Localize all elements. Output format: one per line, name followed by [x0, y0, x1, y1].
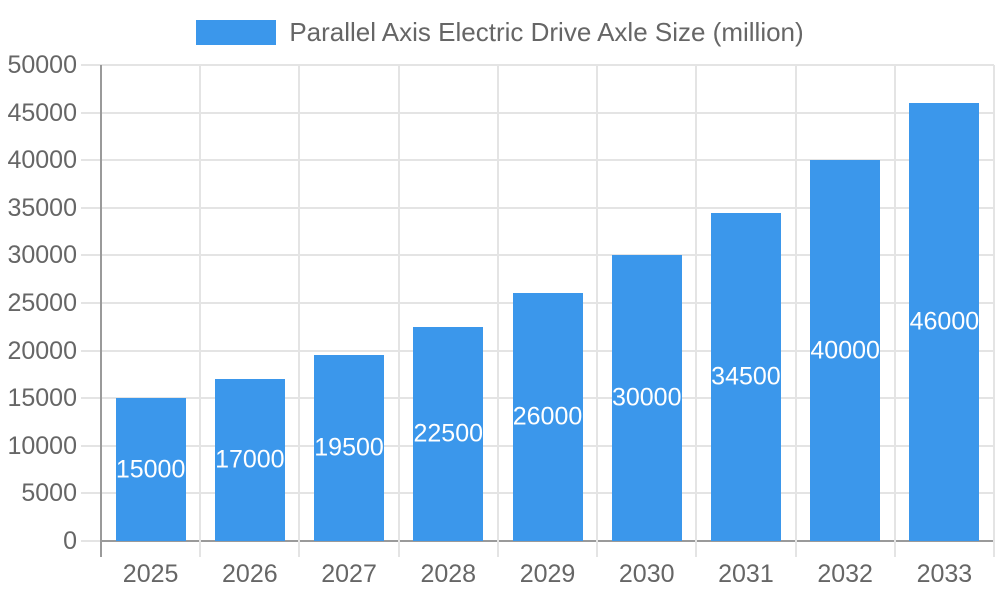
- y-axis-tick-label: 30000: [7, 241, 77, 270]
- gridline-horizontal: [101, 159, 994, 162]
- y-axis-tick-label: 25000: [7, 289, 77, 317]
- bar[interactable]: 22500: [413, 326, 484, 541]
- x-axis-tick-mark: [596, 541, 599, 557]
- x-axis-tick-mark: [397, 541, 400, 557]
- gridline-vertical: [893, 65, 896, 541]
- y-axis-tick-label: 15000: [7, 384, 77, 413]
- x-axis-tick-mark: [496, 541, 499, 557]
- bar-value-label: 30000: [611, 383, 682, 412]
- y-axis-tick-mark: [81, 111, 101, 114]
- gridline-vertical: [596, 65, 599, 541]
- y-axis-tick-label: 10000: [7, 431, 77, 460]
- bar-value-label: 40000: [810, 336, 880, 365]
- y-axis-tick-label: 50000: [7, 51, 77, 79]
- bar-value-label: 19500: [314, 433, 384, 462]
- bar-value-label: 17000: [215, 445, 285, 474]
- gridline-vertical: [397, 65, 400, 541]
- gridline-vertical: [199, 65, 202, 541]
- y-axis-tick-label: 0: [63, 527, 77, 555]
- gridline-horizontal: [101, 254, 994, 257]
- y-axis-tick-mark: [81, 302, 101, 304]
- y-axis-tick-label: 20000: [7, 336, 77, 365]
- y-axis-tick-mark: [81, 397, 101, 400]
- x-axis-tick-mark: [298, 541, 301, 557]
- gridline-vertical: [794, 65, 797, 541]
- bar[interactable]: 40000: [810, 160, 881, 541]
- bar-value-label: 22500: [413, 419, 484, 448]
- bar[interactable]: 30000: [611, 255, 682, 541]
- gridline-horizontal: [101, 111, 994, 114]
- y-axis-tick-label: 35000: [7, 193, 77, 222]
- gridline-horizontal: [101, 206, 994, 209]
- x-axis-line: [101, 540, 994, 542]
- x-axis-tick-label: 2030: [618, 560, 675, 588]
- legend-swatch: [196, 19, 277, 45]
- x-axis-tick-mark: [794, 541, 797, 557]
- x-axis-tick-label: 2032: [817, 560, 873, 588]
- y-axis-tick-mark: [81, 540, 101, 542]
- x-axis-tick-label: 2029: [519, 560, 576, 588]
- bar-value-label: 15000: [115, 455, 186, 484]
- x-axis-tick-mark: [100, 541, 102, 557]
- bar[interactable]: 46000: [909, 103, 980, 541]
- y-axis-tick-mark: [81, 444, 101, 447]
- y-axis-tick-mark: [81, 492, 101, 495]
- chart-legend[interactable]: Parallel Axis Electric Drive Axle Size (…: [0, 17, 1000, 47]
- bar-value-label: 26000: [512, 402, 583, 431]
- gridline-horizontal: [101, 64, 994, 66]
- x-axis-tick-label: 2031: [718, 560, 774, 588]
- gridline-vertical: [496, 65, 499, 541]
- y-axis-tick-label: 45000: [7, 98, 77, 127]
- gridline-vertical: [695, 65, 698, 541]
- y-axis-tick-label: 40000: [7, 146, 77, 175]
- x-axis-tick-mark: [199, 541, 202, 557]
- legend-label: Parallel Axis Electric Drive Axle Size (…: [289, 17, 804, 47]
- y-axis-line: [100, 65, 102, 541]
- y-axis-tick-label: 5000: [21, 479, 77, 508]
- bar[interactable]: 34500: [710, 212, 781, 541]
- x-axis-tick-label: 2026: [222, 560, 278, 588]
- gridline-vertical: [993, 65, 995, 541]
- y-axis-tick-mark: [81, 254, 101, 257]
- bar[interactable]: 15000: [115, 398, 186, 541]
- y-axis-tick-mark: [81, 349, 101, 352]
- x-axis-tick-label: 2033: [916, 560, 973, 588]
- x-axis-tick-mark: [893, 541, 896, 557]
- y-axis-tick-mark: [81, 159, 101, 162]
- bar-value-label: 46000: [909, 307, 980, 336]
- x-axis-tick-mark: [695, 541, 698, 557]
- bar[interactable]: 26000: [512, 293, 583, 541]
- bar[interactable]: 17000: [214, 379, 285, 541]
- gridline-vertical: [298, 65, 301, 541]
- bar-value-label: 34500: [711, 362, 781, 391]
- x-axis-tick-mark: [993, 541, 995, 557]
- x-axis-tick-label: 2025: [122, 560, 179, 588]
- y-axis-tick-mark: [81, 64, 101, 66]
- x-axis-tick-label: 2028: [420, 560, 477, 588]
- y-axis-tick-mark: [81, 206, 101, 209]
- x-axis-tick-label: 2027: [321, 560, 377, 588]
- bar[interactable]: 19500: [314, 355, 385, 541]
